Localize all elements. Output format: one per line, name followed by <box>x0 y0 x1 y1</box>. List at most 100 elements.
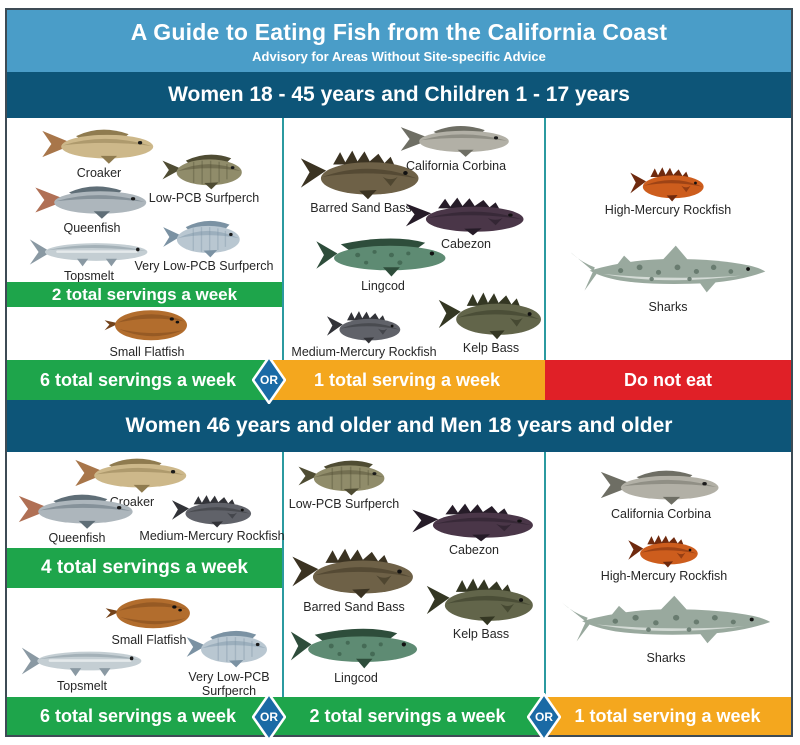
or-label: OR <box>260 373 278 387</box>
fish-label: Queenfish <box>48 531 106 545</box>
very-low-pcb-surfperch-fish-icon <box>163 216 245 258</box>
fish-label: Low-PCB Surfperch <box>148 191 260 205</box>
barred-sand-bass-fish-icon <box>300 146 422 200</box>
fish-medium-mercury-rockfish: Medium-Mercury Rockfish <box>139 492 285 544</box>
fish-label: High-Mercury Rockfish <box>604 203 732 217</box>
section2-left-column: Croaker Queenfish Medium-Mercury Rockfis… <box>7 452 285 699</box>
fish-advisory-poster: A Guide to Eating Fish from the Californ… <box>5 8 793 741</box>
servings-bar-2-week: 2 total servings a week <box>7 282 282 307</box>
small-flatfish-fish-icon <box>103 304 191 344</box>
fish-label: Medium-Mercury Rockfish <box>291 345 437 359</box>
fish-california-corbina: California Corbina <box>400 120 512 174</box>
shark-fish-icon <box>560 594 772 650</box>
fish-label: Barred Sand Bass <box>303 600 405 614</box>
or-label: OR <box>535 710 553 724</box>
section2-content: Croaker Queenfish Medium-Mercury Rockfis… <box>7 452 791 699</box>
croaker-fish-icon <box>42 123 157 165</box>
very-low-pcb-surfperch-fish-icon <box>186 626 272 668</box>
high-mercury-rockfish-fish-icon <box>630 164 706 202</box>
section1-banner: Women 18 - 45 years and Children 1 - 17 … <box>7 72 791 118</box>
servings-bar-label: 2 total servings a week <box>51 284 238 304</box>
section2-green-bar-left: 6 total servings a week <box>7 697 269 735</box>
fish-california-corbina: California Corbina <box>600 464 722 522</box>
fish-low-pcb-surfperch: Low-PCB Surfperch <box>289 456 399 512</box>
fish-barred-sand-bass: Barred Sand Bass <box>300 146 422 216</box>
section1-middle-column: California Corbina Barred Sand Bass Cabe… <box>284 118 546 360</box>
fish-label: Lingcod <box>361 279 405 293</box>
fish-kelp-bass: Kelp Bass <box>426 574 536 642</box>
fish-label: Topsmelt <box>56 679 108 693</box>
queenfish-fish-icon <box>18 488 136 530</box>
fish-label: Sharks <box>646 651 686 665</box>
high-mercury-rockfish-fish-icon <box>628 532 700 568</box>
kelp-bass-fish-icon <box>426 574 536 626</box>
fish-cabezon: Cabezon <box>412 500 537 558</box>
fish-medium-mercury-rockfish: Medium-Mercury Rockfish <box>291 308 437 360</box>
fish-label: Low-PCB Surfperch <box>288 497 400 511</box>
fish-sharks: Sharks <box>569 244 767 315</box>
section2-serving-bar-row: 6 total servings a week 2 total servings… <box>7 693 791 741</box>
poster-title: A Guide to Eating Fish from the Californ… <box>130 18 668 45</box>
fish-label: Lingcod <box>334 671 378 685</box>
lingcod-fish-icon <box>290 622 422 670</box>
or-label: OR <box>260 710 278 724</box>
fish-very-low-pcb-surfperch: Very Low-PCB Surfperch <box>186 626 272 699</box>
fish-label: Topsmelt <box>63 269 115 283</box>
fish-lingcod: Lingcod <box>290 622 422 686</box>
fish-lingcod: Lingcod <box>316 232 451 294</box>
section1-content: Croaker Low-PCB Surfperch Queenfish Very… <box>7 118 791 360</box>
fish-cabezon: Cabezon <box>405 194 527 252</box>
fish-small-flatfish: Small Flatfish <box>103 304 191 360</box>
fish-label: California Corbina <box>610 507 712 521</box>
fish-label: Small Flatfish <box>111 633 187 647</box>
fish-topsmelt: Topsmelt <box>21 644 143 694</box>
poster-subtitle: Advisory for Areas Without Site-specific… <box>252 48 546 64</box>
serving-bar-label: 1 total serving a week <box>313 369 501 390</box>
low-pcb-surfperch-fish-icon <box>298 456 390 496</box>
servings-bar-4-week: 4 total servings a week <box>7 548 282 588</box>
section1-green-bar: 6 total servings a week <box>7 360 269 400</box>
fish-small-flatfish: Small Flatfish <box>104 592 194 648</box>
queenfish-fish-icon <box>35 180 150 220</box>
fish-label: Very Low-PCB Surfperch <box>134 259 274 273</box>
fish-label: Croaker <box>76 166 122 180</box>
kelp-bass-fish-icon <box>438 288 544 340</box>
section1-right-column: High-Mercury Rockfish Sharks <box>546 118 791 360</box>
barred-sand-bass-fish-icon <box>292 544 417 599</box>
fish-label: Cabezon <box>448 543 500 557</box>
fish-high-mercury-rockfish: High-Mercury Rockfish <box>601 532 727 584</box>
serving-bar-label: Do not eat <box>624 369 712 390</box>
serving-bar-label: 2 total servings a week <box>309 705 506 726</box>
topsmelt-fish-icon <box>21 644 143 678</box>
medium-mercury-rockfish-fish-icon <box>171 492 253 528</box>
poster-header: A Guide to Eating Fish from the Californ… <box>7 10 791 72</box>
or-diamond-icon: OR <box>252 356 286 404</box>
serving-bar-label: 1 total serving a week <box>574 705 761 726</box>
section1-orange-bar: 1 total serving a week <box>269 360 545 400</box>
fish-barred-sand-bass: Barred Sand Bass <box>292 544 417 615</box>
fish-label: Kelp Bass <box>462 341 520 355</box>
california-corbina-fish-icon <box>600 464 722 506</box>
fish-label: Cabezon <box>440 237 492 251</box>
fish-label: Barred Sand Bass <box>310 201 412 215</box>
fish-label: Very Low-PCB Surfperch <box>188 670 270 699</box>
fish-label: Sharks <box>648 300 688 314</box>
fish-label: Small Flatfish <box>109 345 185 359</box>
cabezon-fish-icon <box>412 500 537 542</box>
section2-green-bar-middle: 2 total servings a week <box>269 697 544 735</box>
section1-left-column: Croaker Low-PCB Surfperch Queenfish Very… <box>7 118 284 360</box>
servings-bar-label: 4 total servings a week <box>41 557 248 578</box>
section2-right-column: California Corbina High-Mercury Rockfish… <box>546 452 791 697</box>
low-pcb-surfperch-fish-icon <box>162 150 247 190</box>
fish-label: Queenfish <box>63 221 121 235</box>
section1-serving-bar-row: 6 total servings a week 1 total serving … <box>7 356 791 404</box>
shark-fish-icon <box>569 244 767 299</box>
fish-label: Medium-Mercury Rockfish <box>139 529 285 543</box>
serving-bar-label: 6 total servings a week <box>39 705 237 726</box>
fish-topsmelt: Topsmelt <box>29 236 149 284</box>
section1-do-not-eat-bar: Do not eat <box>545 360 791 400</box>
small-flatfish-fish-icon <box>104 592 194 632</box>
serving-bar-label: 6 total servings a week <box>39 369 237 390</box>
section2-middle-column: Low-PCB Surfperch Cabezon Barred Sand Ba… <box>284 452 546 697</box>
topsmelt-fish-icon <box>29 236 149 268</box>
